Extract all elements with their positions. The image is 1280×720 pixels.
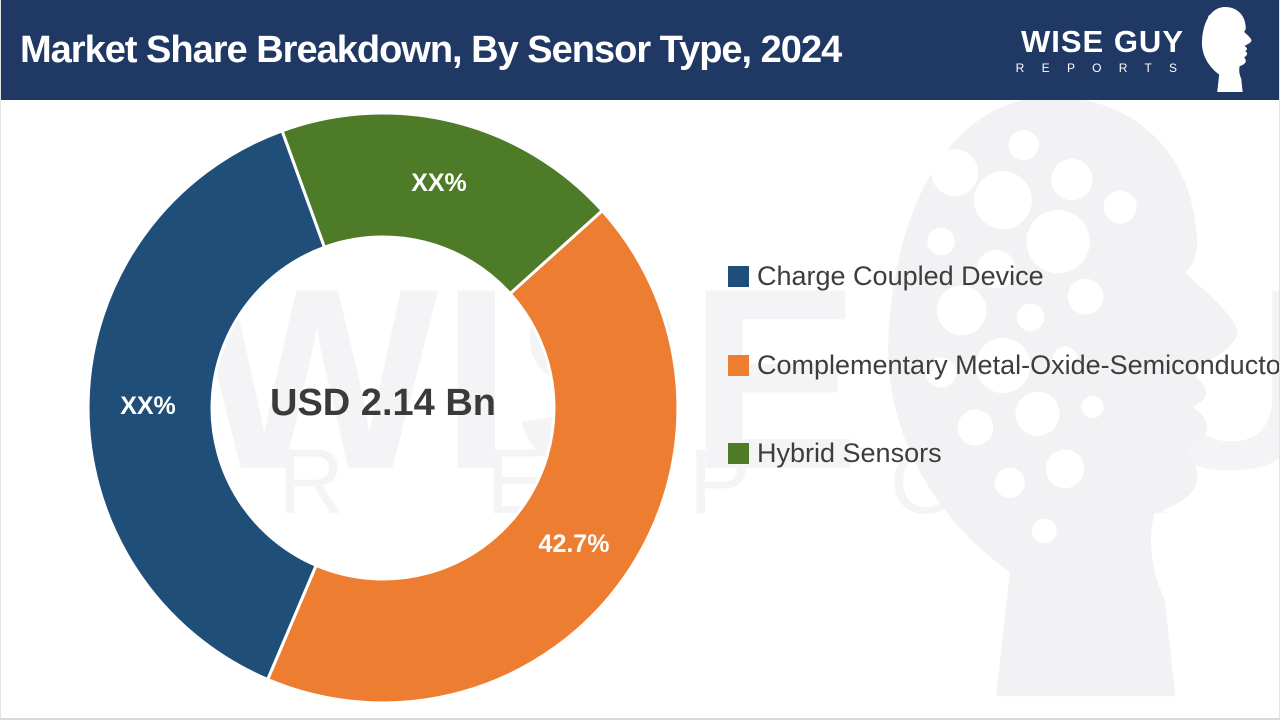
- legend-swatch-blue-icon: [728, 266, 749, 287]
- slice-charge-coupled-device: [88, 128, 327, 682]
- legend-swatch-orange-icon: [728, 355, 749, 376]
- brand-name: WISE GUY: [1020, 24, 1184, 59]
- brand-logo: WISE GUY R E P O R T S: [1016, 4, 1266, 96]
- brand-tagline: R E P O R T S: [1015, 61, 1184, 75]
- legend-label: Charge Coupled Device: [757, 261, 1044, 291]
- slice-label-hybrid-sensors: XX%: [411, 169, 467, 197]
- slice-label-charge-coupled-device: XX%: [120, 392, 176, 420]
- legend-swatch-green-icon: [728, 443, 749, 464]
- donut-chart: XX% 42.7% XX%: [88, 113, 678, 703]
- brand-head-icon: [1188, 6, 1266, 94]
- legend-item-cmos: Complementary Metal-Oxide-Semiconductor: [728, 350, 1280, 381]
- slice-cmos: [265, 208, 678, 703]
- page-title: Market Share Breakdown, By Sensor Type, …: [20, 28, 842, 71]
- watermark-head-icon: [855, 90, 1275, 710]
- legend-label: Hybrid Sensors: [757, 438, 942, 468]
- donut-center-value: USD 2.14 Bn: [270, 382, 496, 424]
- header-bar: Market Share Breakdown, By Sensor Type, …: [0, 0, 1280, 100]
- slice-hybrid-sensors: [280, 113, 605, 296]
- legend-item-charge-coupled-device: Charge Coupled Device: [728, 261, 1044, 292]
- slice-label-cmos: 42.7%: [539, 530, 610, 558]
- legend-label: Complementary Metal-Oxide-Semiconductor: [757, 350, 1280, 380]
- legend-item-hybrid-sensors: Hybrid Sensors: [728, 438, 942, 469]
